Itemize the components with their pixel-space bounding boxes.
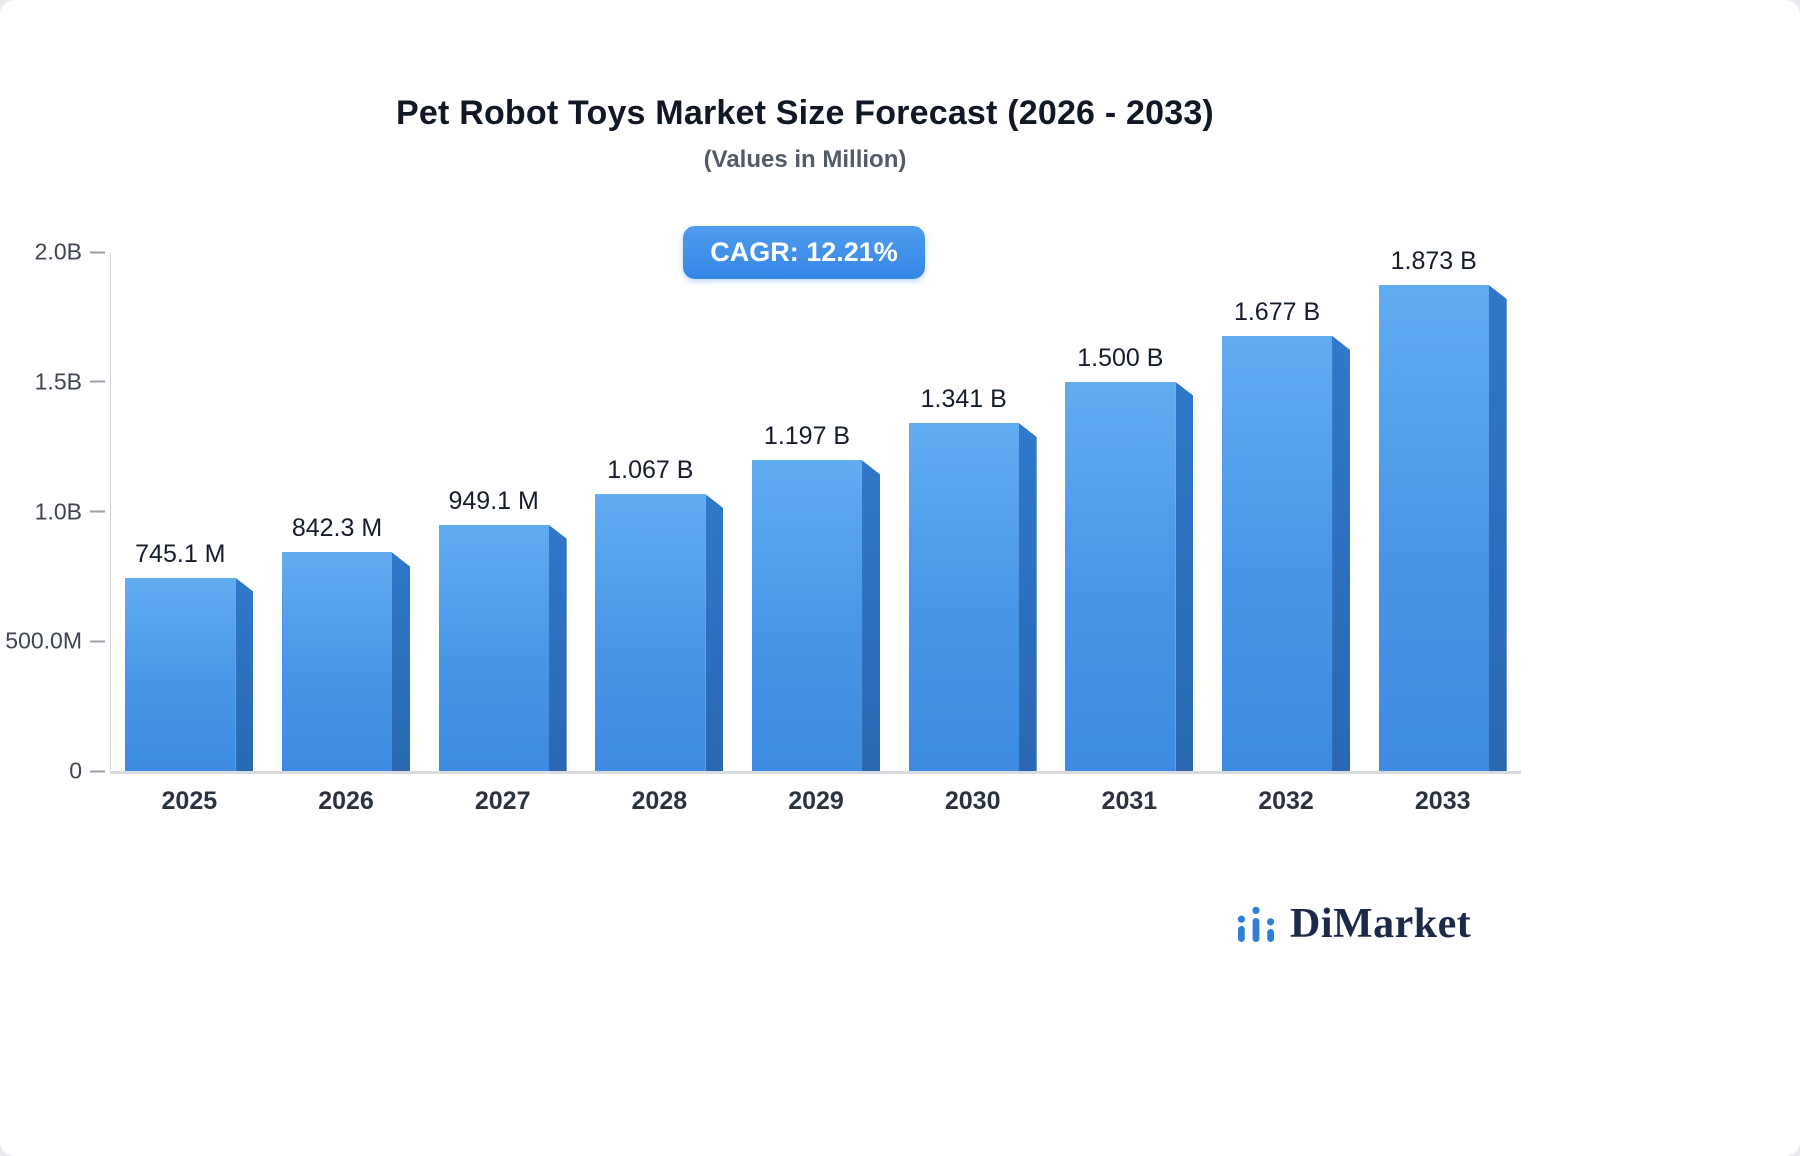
bar-value-label: 745.1 M xyxy=(135,539,226,568)
y-tick-label: 2.0B xyxy=(34,238,82,265)
bar: 1.067 B xyxy=(595,456,724,771)
brand-logo: DiMarket xyxy=(1232,900,1471,948)
bar: 1.873 B xyxy=(1378,247,1507,771)
bar-value-label: 1.341 B xyxy=(920,385,1007,414)
y-tick: 1.0B xyxy=(35,498,105,525)
bar-side-3d xyxy=(235,577,254,771)
bar-side-3d xyxy=(862,460,881,771)
bar: 745.1 M xyxy=(125,540,254,771)
bar-value-label: 842.3 M xyxy=(291,514,383,543)
chart-title: Pet Robot Toys Market Size Forecast (202… xyxy=(396,94,1214,132)
y-tick-mark xyxy=(90,251,105,253)
bar-face xyxy=(438,524,549,771)
bar-face xyxy=(1222,335,1333,771)
brand-name: DiMarket xyxy=(1290,901,1472,947)
bar-face xyxy=(908,423,1019,771)
y-tick-label: 1.0B xyxy=(34,498,82,524)
bar-side-3d xyxy=(1175,381,1194,771)
bar-slot: 1.067 B 2028 xyxy=(581,252,738,815)
y-tick: 1.5B xyxy=(35,368,105,395)
y-tick-mark xyxy=(90,640,105,643)
bar-slot: 1.873 B 2033 xyxy=(1364,247,1521,815)
bar-face xyxy=(125,577,236,771)
bar-slot: 1.341 B 2030 xyxy=(894,252,1051,815)
y-tick-mark xyxy=(90,380,105,383)
bar-slot: 1.197 B 2029 xyxy=(738,252,895,815)
plot-area: 0 500.0M 1.0B 1.5B 2.0B 745.1 M 2025 842.3 M 20… xyxy=(5,239,1521,815)
bar-side-3d xyxy=(1332,335,1351,771)
bar-side-3d xyxy=(1018,423,1037,771)
x-axis-label: 2030 xyxy=(944,787,1001,815)
bar: 1.500 B xyxy=(1065,344,1194,771)
bar-side-3d xyxy=(392,552,410,771)
chart-subtitle: (Values in Million) xyxy=(703,146,907,173)
bar-side-3d xyxy=(548,524,567,771)
x-axis-label: 2028 xyxy=(631,787,688,815)
bar-face xyxy=(1378,284,1489,771)
bar: 1.197 B xyxy=(752,422,881,771)
y-tick-label: 500.0M xyxy=(5,627,82,654)
bar-value-label: 1.500 B xyxy=(1077,343,1164,372)
x-axis-label: 2026 xyxy=(318,787,374,815)
x-axis-label: 2025 xyxy=(161,787,218,815)
x-axis-label: 2032 xyxy=(1258,787,1314,815)
bar-value-label: 1.197 B xyxy=(763,422,851,451)
bar-face xyxy=(1065,381,1176,771)
bar-value-label: 1.677 B xyxy=(1233,297,1321,326)
bar: 842.3 M xyxy=(282,514,410,771)
y-tick-mark xyxy=(90,510,105,513)
y-tick: 2.0B xyxy=(35,239,105,266)
bar-value-label: 949.1 M xyxy=(448,486,539,515)
bar-face xyxy=(595,494,706,771)
y-tick-mark xyxy=(90,770,105,772)
bar-slot: 745.1 M 2025 xyxy=(111,252,268,815)
bar-slot: 842.3 M 2026 xyxy=(268,252,425,815)
y-tick-label: 0 xyxy=(69,757,82,784)
bar: 1.677 B xyxy=(1222,298,1351,771)
x-axis-label: 2031 xyxy=(1101,787,1158,815)
bar-face xyxy=(752,460,863,771)
y-tick: 0 xyxy=(69,758,105,785)
bar-face xyxy=(282,552,392,771)
bar: 949.1 M xyxy=(438,487,567,771)
x-axis-label: 2027 xyxy=(474,787,531,815)
bar-side-3d xyxy=(1488,284,1507,771)
bar-slot: 1.500 B 2031 xyxy=(1051,252,1208,815)
y-tick: 500.0M xyxy=(5,628,105,655)
bars-container: 745.1 M 2025 842.3 M 2026 949.1 M 2027 1.067 B… xyxy=(111,247,1521,815)
bar-slot: 949.1 M 2027 xyxy=(424,252,581,815)
bar-side-3d xyxy=(705,494,724,771)
bar: 1.341 B xyxy=(908,385,1037,771)
bar-chart-logo-icon xyxy=(1237,906,1275,942)
bar-value-label: 1.873 B xyxy=(1390,246,1477,275)
bar-value-label: 1.067 B xyxy=(607,456,694,485)
bar-slot: 1.677 B 2032 xyxy=(1208,252,1365,815)
x-axis-label: 2029 xyxy=(788,787,844,815)
y-tick-label: 1.5B xyxy=(34,368,82,395)
cagr-badge: CAGR: 12.21% xyxy=(683,226,925,279)
x-axis-label: 2033 xyxy=(1414,787,1471,815)
